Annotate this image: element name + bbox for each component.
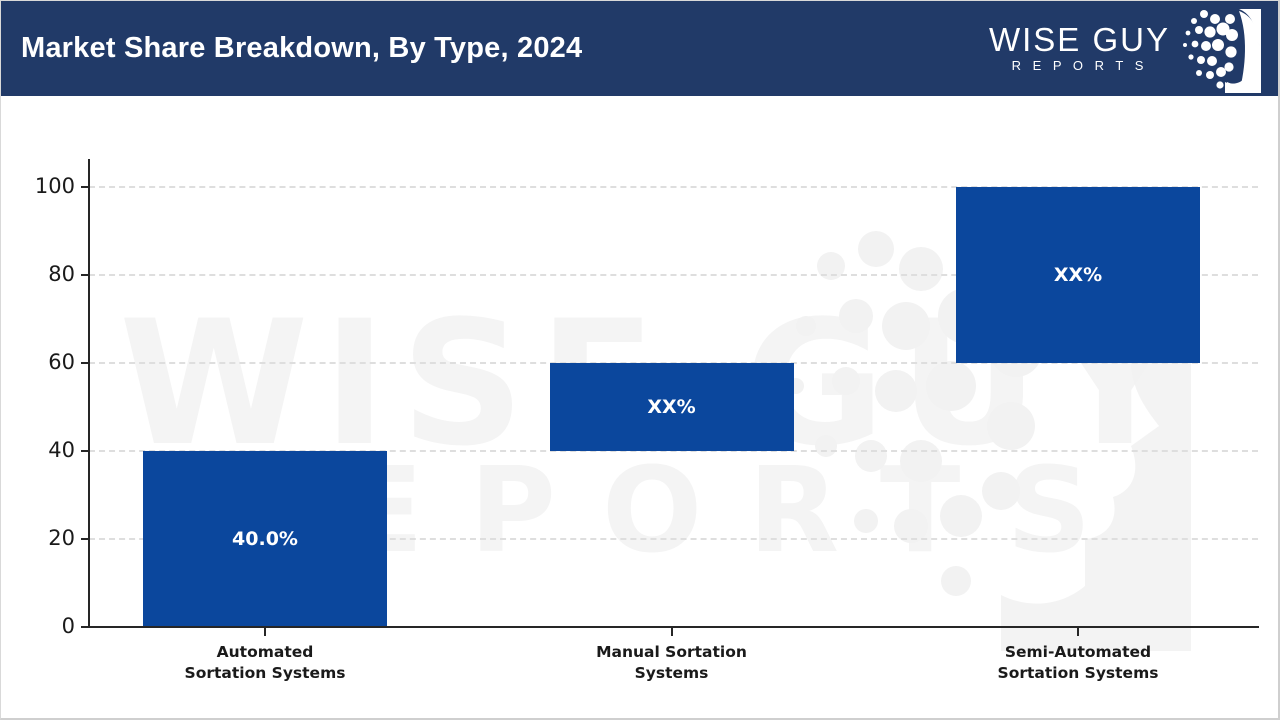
y-tick-80	[81, 274, 89, 276]
category-label-0: Automated Sortation Systems	[184, 643, 346, 682]
category-label-1: Manual Sortation Systems	[596, 643, 747, 682]
logo-head-icon	[1183, 8, 1261, 93]
y-tick-40	[81, 450, 89, 452]
y-tick-0	[81, 626, 89, 628]
y-tick-20	[81, 538, 89, 540]
y-tick-60	[81, 362, 89, 364]
logo-wordmark: WISE GUY	[988, 20, 1170, 58]
gridline-100	[89, 186, 1258, 188]
gridline-40	[89, 450, 1258, 452]
logo-text: WISE GUY R E P O R T S	[988, 20, 1170, 75]
wise-guy-reports-logo: WISE GUY R E P O R T S	[989, 5, 1264, 93]
bar-manual-sortation: XX%	[549, 363, 794, 451]
bar-automated: 40.0%	[143, 451, 387, 627]
y-tick-label-100: 100	[34, 174, 75, 198]
x-tick-1	[670, 628, 673, 636]
y-tick-label-80: 80	[48, 262, 75, 286]
header: Market Share Breakdown, By Type, 2024 WI…	[1, 1, 1278, 96]
y-tick-label-40: 40	[48, 438, 75, 462]
page-title: Market Share Breakdown, By Type, 2024	[21, 32, 583, 64]
bar-semi-automated: XX%	[956, 187, 1200, 363]
gridline-20	[89, 538, 1258, 540]
x-axis	[88, 626, 1259, 628]
y-tick-100	[81, 186, 89, 188]
bar-value-label: 40.0%	[232, 528, 298, 550]
x-tick-2	[1077, 628, 1079, 636]
y-tick-label-0: 0	[61, 614, 75, 638]
logo-subtitle: R E P O R T S	[1011, 57, 1148, 73]
y-tick-label-60: 60	[48, 350, 75, 374]
bar-value-label: XX%	[647, 396, 696, 418]
category-label-2: Semi-Automated Sortation Systems	[997, 643, 1159, 682]
x-tick-0	[264, 628, 266, 636]
gridline-80	[89, 274, 1258, 276]
y-axis	[88, 159, 90, 628]
y-tick-label-20: 20	[48, 526, 75, 550]
bar-value-label: XX%	[1053, 264, 1103, 286]
